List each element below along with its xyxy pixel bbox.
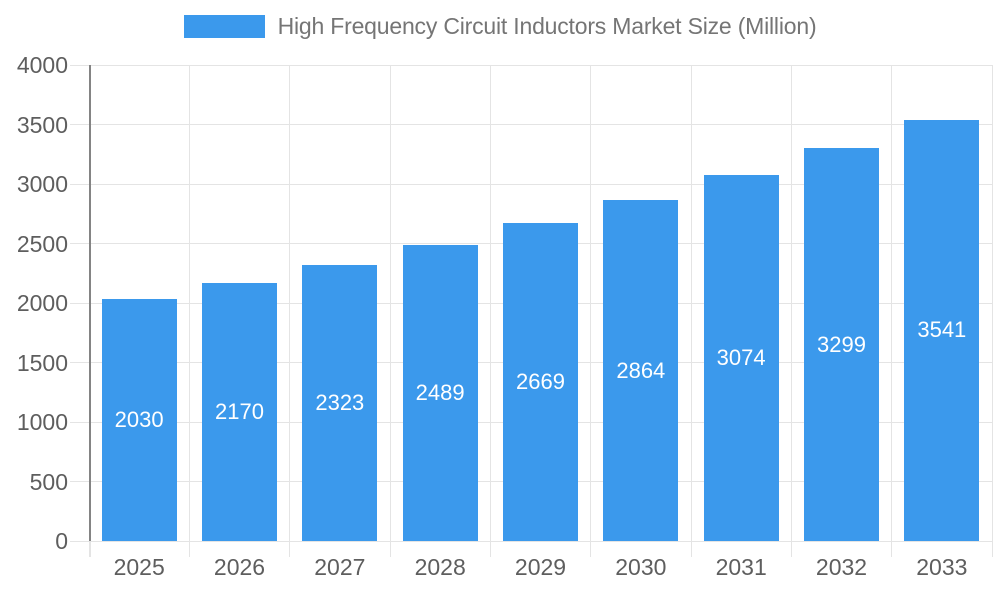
- x-gridline: [891, 65, 893, 557]
- plot-area: 0 500 1000 1500 2000 2500 3000 3500 4000 2030 2025…: [17, 52, 993, 580]
- x-axis-tick-label: 2029: [514, 554, 567, 580]
- y-gridline: [70, 64, 992, 66]
- bar-value-label: 2669: [516, 369, 565, 395]
- bar[interactable]: 2669: [503, 223, 578, 541]
- bar-value-label: 2030: [114, 407, 164, 433]
- x-gridline: [489, 65, 491, 557]
- bar[interactable]: 2323: [302, 264, 378, 541]
- y-axis-tick-label: 4000: [16, 52, 68, 78]
- y-axis-tick-label: 0: [55, 528, 68, 554]
- bar-value-label: 2489: [415, 379, 465, 405]
- x-axis-tick-label: 2027: [314, 554, 366, 580]
- x-axis-tick-label: 2030: [615, 554, 667, 580]
- bar[interactable]: 2864: [603, 200, 679, 541]
- x-gridline: [188, 65, 190, 557]
- x-axis-tick-label: 2028: [414, 554, 466, 580]
- y-axis-tick-label: 1000: [16, 409, 68, 435]
- x-gridline: [790, 65, 792, 557]
- x-gridline: [690, 65, 692, 557]
- bar-value-label: 2864: [616, 357, 666, 383]
- bar[interactable]: 3541: [904, 119, 980, 541]
- x-axis-origin-tick: [89, 541, 91, 557]
- legend-swatch: [183, 15, 265, 38]
- x-gridline: [590, 65, 592, 557]
- y-axis-tick-label: 2500: [16, 230, 68, 257]
- legend-item[interactable]: High Frequency Circuit Inductors Market …: [0, 13, 1000, 40]
- x-gridline: [289, 65, 291, 557]
- x-gridline: [991, 65, 993, 557]
- y-axis-tick-label: 3500: [16, 111, 68, 138]
- legend-label: High Frequency Circuit Inductors Market …: [277, 13, 817, 39]
- x-gridline: [389, 65, 391, 557]
- bar-value-label: 3299: [817, 331, 866, 357]
- x-axis-tick-label: 2026: [213, 554, 266, 580]
- y-axis-tick-label: 500: [29, 468, 68, 495]
- bar[interactable]: 3074: [703, 175, 779, 541]
- bar-value-label: 3541: [917, 317, 967, 343]
- bar[interactable]: 3299: [804, 148, 879, 541]
- y-gridline: [70, 124, 992, 125]
- x-axis-tick-label: 2032: [815, 554, 868, 580]
- bar[interactable]: 2489: [402, 244, 478, 541]
- x-axis-tick-label: 2031: [715, 554, 767, 580]
- y-axis-tick-label: 3000: [16, 171, 68, 197]
- y-gridline: [70, 540, 992, 542]
- y-axis-tick-label: 2000: [16, 290, 68, 316]
- bar-value-label: 2170: [215, 398, 264, 424]
- x-axis-tick-label: 2033: [916, 554, 968, 580]
- y-axis-tick-label: 1500: [16, 349, 68, 376]
- bar[interactable]: 2170: [202, 282, 277, 541]
- bar-value-label: 3074: [716, 345, 766, 371]
- x-axis-tick-label: 2025: [113, 554, 165, 580]
- y-axis-line: [89, 65, 91, 541]
- bar[interactable]: 2030: [101, 299, 177, 541]
- y-gridline: [70, 183, 992, 185]
- bar-value-label: 2323: [315, 389, 365, 415]
